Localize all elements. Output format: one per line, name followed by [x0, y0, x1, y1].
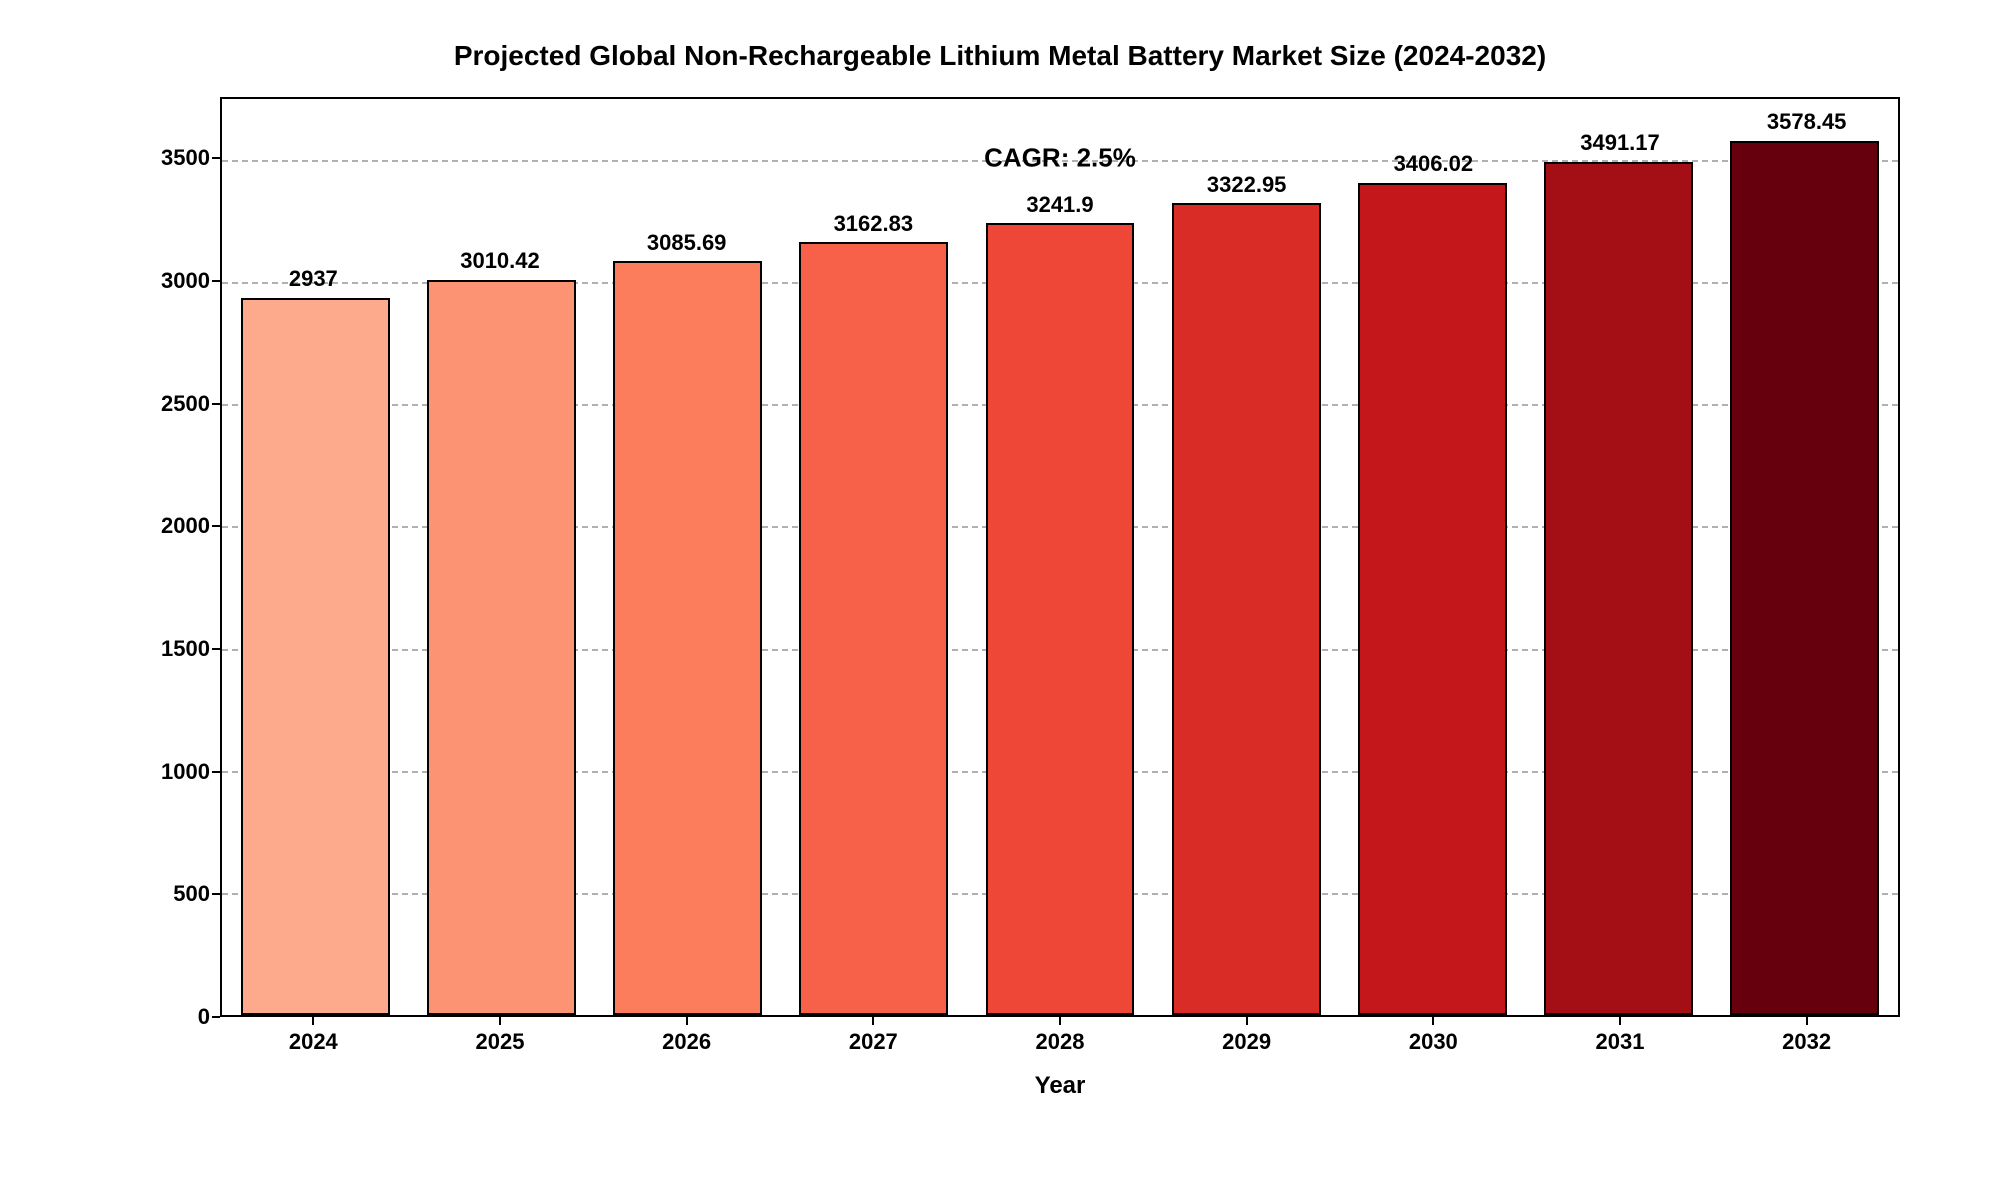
x-tick-mark: [1246, 1017, 1248, 1025]
bar-value-label: 3010.42: [460, 248, 540, 274]
y-tick-label: 1000: [161, 759, 210, 785]
x-tick-label: 2027: [849, 1029, 898, 1055]
x-tick-label: 2025: [476, 1029, 525, 1055]
x-tick-mark: [1432, 1017, 1434, 1025]
x-tick-label: 2028: [1036, 1029, 1085, 1055]
bar-value-label: 3322.95: [1207, 172, 1287, 198]
x-tick-label: 2032: [1782, 1029, 1831, 1055]
bar-value-label: 3491.17: [1580, 130, 1660, 156]
y-tick-label: 0: [198, 1004, 210, 1030]
bar: [986, 223, 1135, 1015]
bar-value-label: 3085.69: [647, 230, 727, 256]
bar-value-label: 3241.9: [1026, 192, 1093, 218]
bar: [241, 298, 390, 1015]
bar-value-label: 3162.83: [834, 211, 914, 237]
x-tick-mark: [312, 1017, 314, 1025]
chart-container: Projected Global Non-Rechargeable Lithiu…: [0, 0, 2000, 1200]
bar: [1544, 162, 1693, 1015]
x-tick-mark: [872, 1017, 874, 1025]
x-tick-label: 2030: [1409, 1029, 1458, 1055]
x-tick-mark: [499, 1017, 501, 1025]
chart-title: Projected Global Non-Rechargeable Lithiu…: [60, 40, 1940, 72]
y-tick-mark: [212, 1016, 220, 1018]
x-tick-label: 2029: [1222, 1029, 1271, 1055]
y-tick-label: 500: [173, 881, 210, 907]
y-tick-label: 1500: [161, 636, 210, 662]
y-tick-mark: [212, 893, 220, 895]
x-axis-label: Year: [1035, 1072, 1086, 1100]
cagr-annotation: CAGR: 2.5%: [984, 143, 1136, 174]
bar-value-label: 2937: [289, 266, 338, 292]
y-tick-label: 3000: [161, 268, 210, 294]
x-tick-mark: [686, 1017, 688, 1025]
plot-area: [220, 97, 1900, 1017]
bar: [613, 261, 762, 1015]
x-tick-mark: [1806, 1017, 1808, 1025]
bars-layer: [222, 99, 1898, 1015]
y-tick-label: 2500: [161, 391, 210, 417]
y-tick-mark: [212, 648, 220, 650]
bar: [1172, 203, 1321, 1015]
bar: [427, 280, 576, 1015]
y-tick-label: 2000: [161, 513, 210, 539]
x-tick-label: 2026: [662, 1029, 711, 1055]
y-tick-label: 3500: [161, 145, 210, 171]
x-tick-mark: [1059, 1017, 1061, 1025]
bar-value-label: 3578.45: [1767, 109, 1847, 135]
y-tick-mark: [212, 157, 220, 159]
bar: [799, 242, 948, 1015]
bar: [1358, 183, 1507, 1015]
plot-wrapper: Market Size (in million US$) Year 050010…: [220, 97, 1900, 1017]
x-tick-label: 2024: [289, 1029, 338, 1055]
y-tick-mark: [212, 403, 220, 405]
x-tick-label: 2031: [1596, 1029, 1645, 1055]
y-tick-mark: [212, 280, 220, 282]
y-tick-mark: [212, 771, 220, 773]
bar-value-label: 3406.02: [1394, 151, 1474, 177]
x-tick-mark: [1619, 1017, 1621, 1025]
bar: [1730, 141, 1879, 1015]
y-tick-mark: [212, 525, 220, 527]
